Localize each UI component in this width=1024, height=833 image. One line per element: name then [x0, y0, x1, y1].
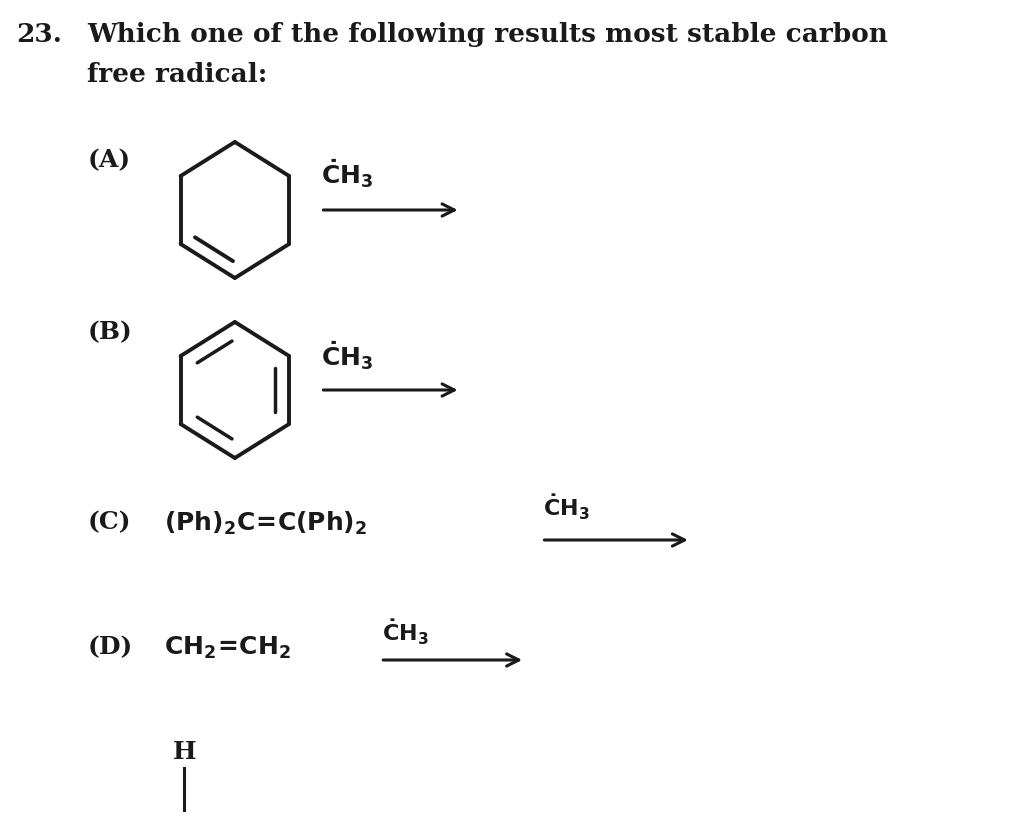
Text: (D): (D): [87, 635, 133, 659]
Text: (C): (C): [87, 510, 131, 534]
Text: (A): (A): [87, 148, 131, 172]
Text: $\mathbf{CH_2\!=\!CH_2}$: $\mathbf{CH_2\!=\!CH_2}$: [164, 635, 291, 661]
Text: $\mathbf{\dot{C}H_3}$: $\mathbf{\dot{C}H_3}$: [544, 493, 590, 522]
Text: free radical:: free radical:: [87, 62, 268, 87]
Text: $\mathbf{\dot{C}H_3}$: $\mathbf{\dot{C}H_3}$: [321, 158, 373, 191]
Text: $\mathbf{\dot{C}H_3}$: $\mathbf{\dot{C}H_3}$: [321, 340, 373, 372]
Text: H: H: [172, 740, 196, 764]
Text: Which one of the following results most stable carbon: Which one of the following results most …: [87, 22, 889, 47]
Text: (B): (B): [87, 320, 132, 344]
Text: $\mathbf{(Ph)_2C\!=\!C(Ph)_2}$: $\mathbf{(Ph)_2C\!=\!C(Ph)_2}$: [164, 510, 368, 537]
Text: 23.: 23.: [16, 22, 62, 47]
Text: $\mathbf{\dot{C}H_3}$: $\mathbf{\dot{C}H_3}$: [382, 618, 429, 647]
